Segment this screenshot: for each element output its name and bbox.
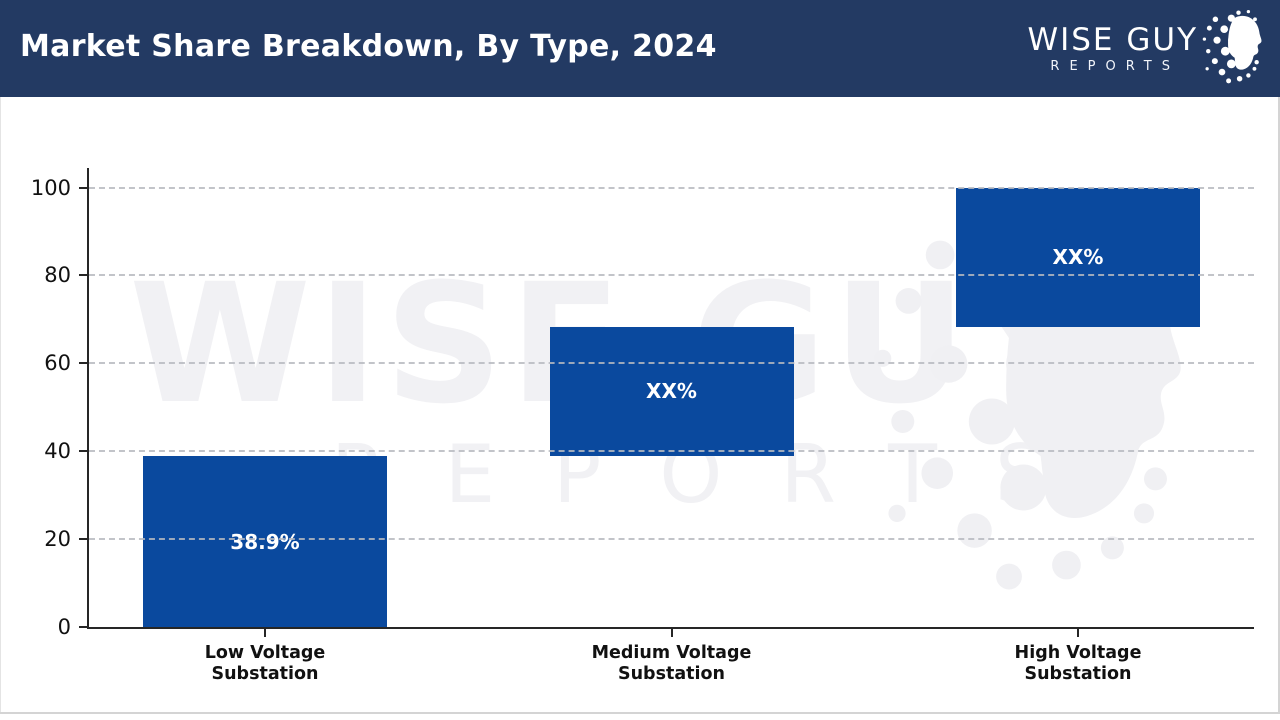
y-tick-mark xyxy=(79,538,87,541)
y-tick-mark xyxy=(79,362,87,365)
y-tick-mark xyxy=(79,186,87,189)
y-tick-mark xyxy=(79,626,87,628)
y-tick-label: 80 xyxy=(44,263,71,288)
y-tick-label: 20 xyxy=(44,527,71,552)
logo-text: WISE GUY REPORTS xyxy=(1027,21,1198,74)
header: Market Share Breakdown, By Type, 2024 WI… xyxy=(0,0,1280,97)
logo: WISE GUY REPORTS xyxy=(1027,9,1266,89)
y-tick-label: 60 xyxy=(44,351,71,376)
y-tick-label: 40 xyxy=(44,439,71,464)
x-axis-spine xyxy=(87,627,1254,629)
chart-area: WISE GUY REPORTS 0 20 40 60 80 100 38.9% XX% XX%… xyxy=(0,97,1280,713)
bar-3: XX% xyxy=(956,187,1200,327)
y-tick-mark xyxy=(79,450,87,453)
x-category-label: Medium Voltage Substation xyxy=(591,643,752,684)
gridline xyxy=(89,274,1254,277)
gridline xyxy=(89,538,1254,541)
bar-value-label: 38.9% xyxy=(230,529,300,554)
bar-2: XX% xyxy=(549,326,794,457)
gridline xyxy=(89,450,1254,453)
bar-value-label: XX% xyxy=(646,379,697,404)
logo-face-icon xyxy=(1202,9,1262,83)
x-tick-mark xyxy=(670,629,673,637)
y-tick-label: 0 xyxy=(57,615,71,639)
bar-1: 38.9% xyxy=(143,456,387,627)
page-title: Market Share Breakdown, By Type, 2024 xyxy=(20,29,717,64)
logo-subtext: REPORTS xyxy=(1050,58,1181,74)
gridline xyxy=(89,186,1254,189)
x-category-label: High Voltage Substation xyxy=(1014,643,1142,684)
logo-wordmark: WISE GUY xyxy=(1027,21,1198,58)
y-tick-label: 100 xyxy=(30,175,71,200)
y-axis-spine xyxy=(87,168,89,629)
x-tick-mark xyxy=(264,629,266,637)
x-category-label: Low Voltage Substation xyxy=(204,643,326,684)
x-tick-mark xyxy=(1077,629,1079,637)
bar-value-label: XX% xyxy=(1052,245,1104,270)
gridline xyxy=(89,362,1254,365)
y-tick-mark xyxy=(79,274,87,277)
plot: 0 20 40 60 80 100 38.9% XX% XX% Low Voltage Substa… xyxy=(31,168,1254,684)
bottom-border xyxy=(0,712,1280,714)
